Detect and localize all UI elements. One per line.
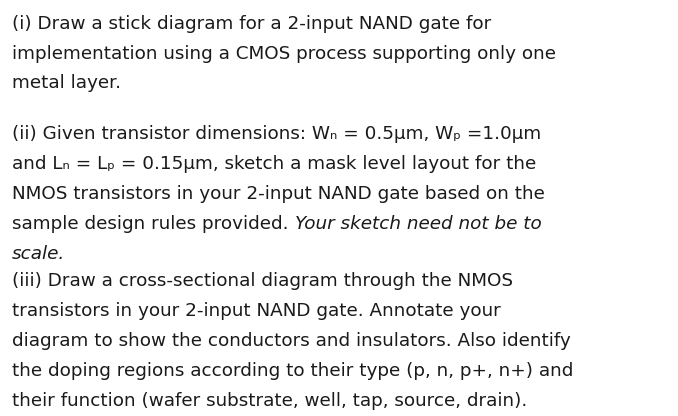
Text: metal layer.: metal layer. [12, 74, 121, 92]
Text: NMOS transistors in your 2-input NAND gate based on the: NMOS transistors in your 2-input NAND ga… [12, 185, 545, 203]
Text: Your sketch need not be to: Your sketch need not be to [294, 215, 541, 233]
Text: diagram to show the conductors and insulators. Also identify: diagram to show the conductors and insul… [12, 332, 571, 350]
Text: (iii) Draw a cross-sectional diagram through the NMOS: (iii) Draw a cross-sectional diagram thr… [12, 272, 513, 290]
Text: their function (wafer substrate, well, tap, source, drain).: their function (wafer substrate, well, t… [12, 392, 527, 410]
Text: scale.: scale. [12, 245, 66, 262]
Text: (i) Draw a stick diagram for a 2-input NAND gate for: (i) Draw a stick diagram for a 2-input N… [12, 15, 492, 32]
Text: sample design rules provided.: sample design rules provided. [12, 215, 294, 233]
Text: (ii) Given transistor dimensions: Wₙ = 0.5μm, Wₚ =1.0μm: (ii) Given transistor dimensions: Wₙ = 0… [12, 125, 542, 143]
Text: transistors in your 2-input NAND gate. Annotate your: transistors in your 2-input NAND gate. A… [12, 302, 501, 320]
Text: implementation using a CMOS process supporting only one: implementation using a CMOS process supp… [12, 45, 556, 62]
Text: and Lₙ = Lₚ = 0.15μm, sketch a mask level layout for the: and Lₙ = Lₚ = 0.15μm, sketch a mask leve… [12, 155, 536, 173]
Text: the doping regions according to their type (p, n, p+, n+) and: the doping regions according to their ty… [12, 362, 574, 380]
